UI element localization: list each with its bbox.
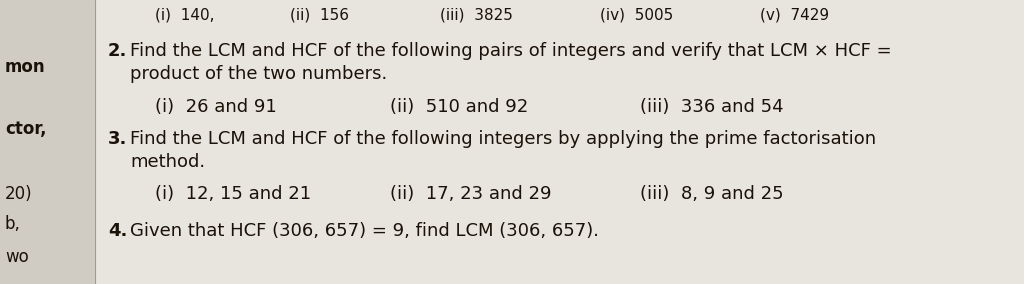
Text: (iv)  5005: (iv) 5005	[600, 8, 673, 23]
Text: (iii)  336 and 54: (iii) 336 and 54	[640, 98, 783, 116]
Text: (ii)  17, 23 and 29: (ii) 17, 23 and 29	[390, 185, 552, 203]
Text: wo: wo	[5, 248, 29, 266]
Text: mon: mon	[5, 58, 46, 76]
Text: (ii)  156: (ii) 156	[290, 8, 349, 23]
Text: (i)  26 and 91: (i) 26 and 91	[155, 98, 276, 116]
Text: method.: method.	[130, 153, 205, 171]
Text: (iii)  8, 9 and 25: (iii) 8, 9 and 25	[640, 185, 783, 203]
Text: 4.: 4.	[108, 222, 127, 240]
Text: ctor,: ctor,	[5, 120, 46, 138]
Text: 20): 20)	[5, 185, 33, 203]
Text: Given that HCF (306, 657) = 9, find LCM (306, 657).: Given that HCF (306, 657) = 9, find LCM …	[130, 222, 599, 240]
Text: (v)  7429: (v) 7429	[760, 8, 829, 23]
Text: b,: b,	[5, 215, 20, 233]
Text: (i)  140,: (i) 140,	[155, 8, 214, 23]
Text: 2.: 2.	[108, 42, 127, 60]
Text: Find the LCM and HCF of the following pairs of integers and verify that LCM × HC: Find the LCM and HCF of the following pa…	[130, 42, 892, 60]
Text: (i)  12, 15 and 21: (i) 12, 15 and 21	[155, 185, 311, 203]
Text: (iii)  3825: (iii) 3825	[440, 8, 513, 23]
Text: (ii)  510 and 92: (ii) 510 and 92	[390, 98, 528, 116]
Text: 3.: 3.	[108, 130, 127, 148]
Text: product of the two numbers.: product of the two numbers.	[130, 65, 387, 83]
Bar	[0, 0, 95, 284]
Text: Find the LCM and HCF of the following integers by applying the prime factorisati: Find the LCM and HCF of the following in…	[130, 130, 877, 148]
